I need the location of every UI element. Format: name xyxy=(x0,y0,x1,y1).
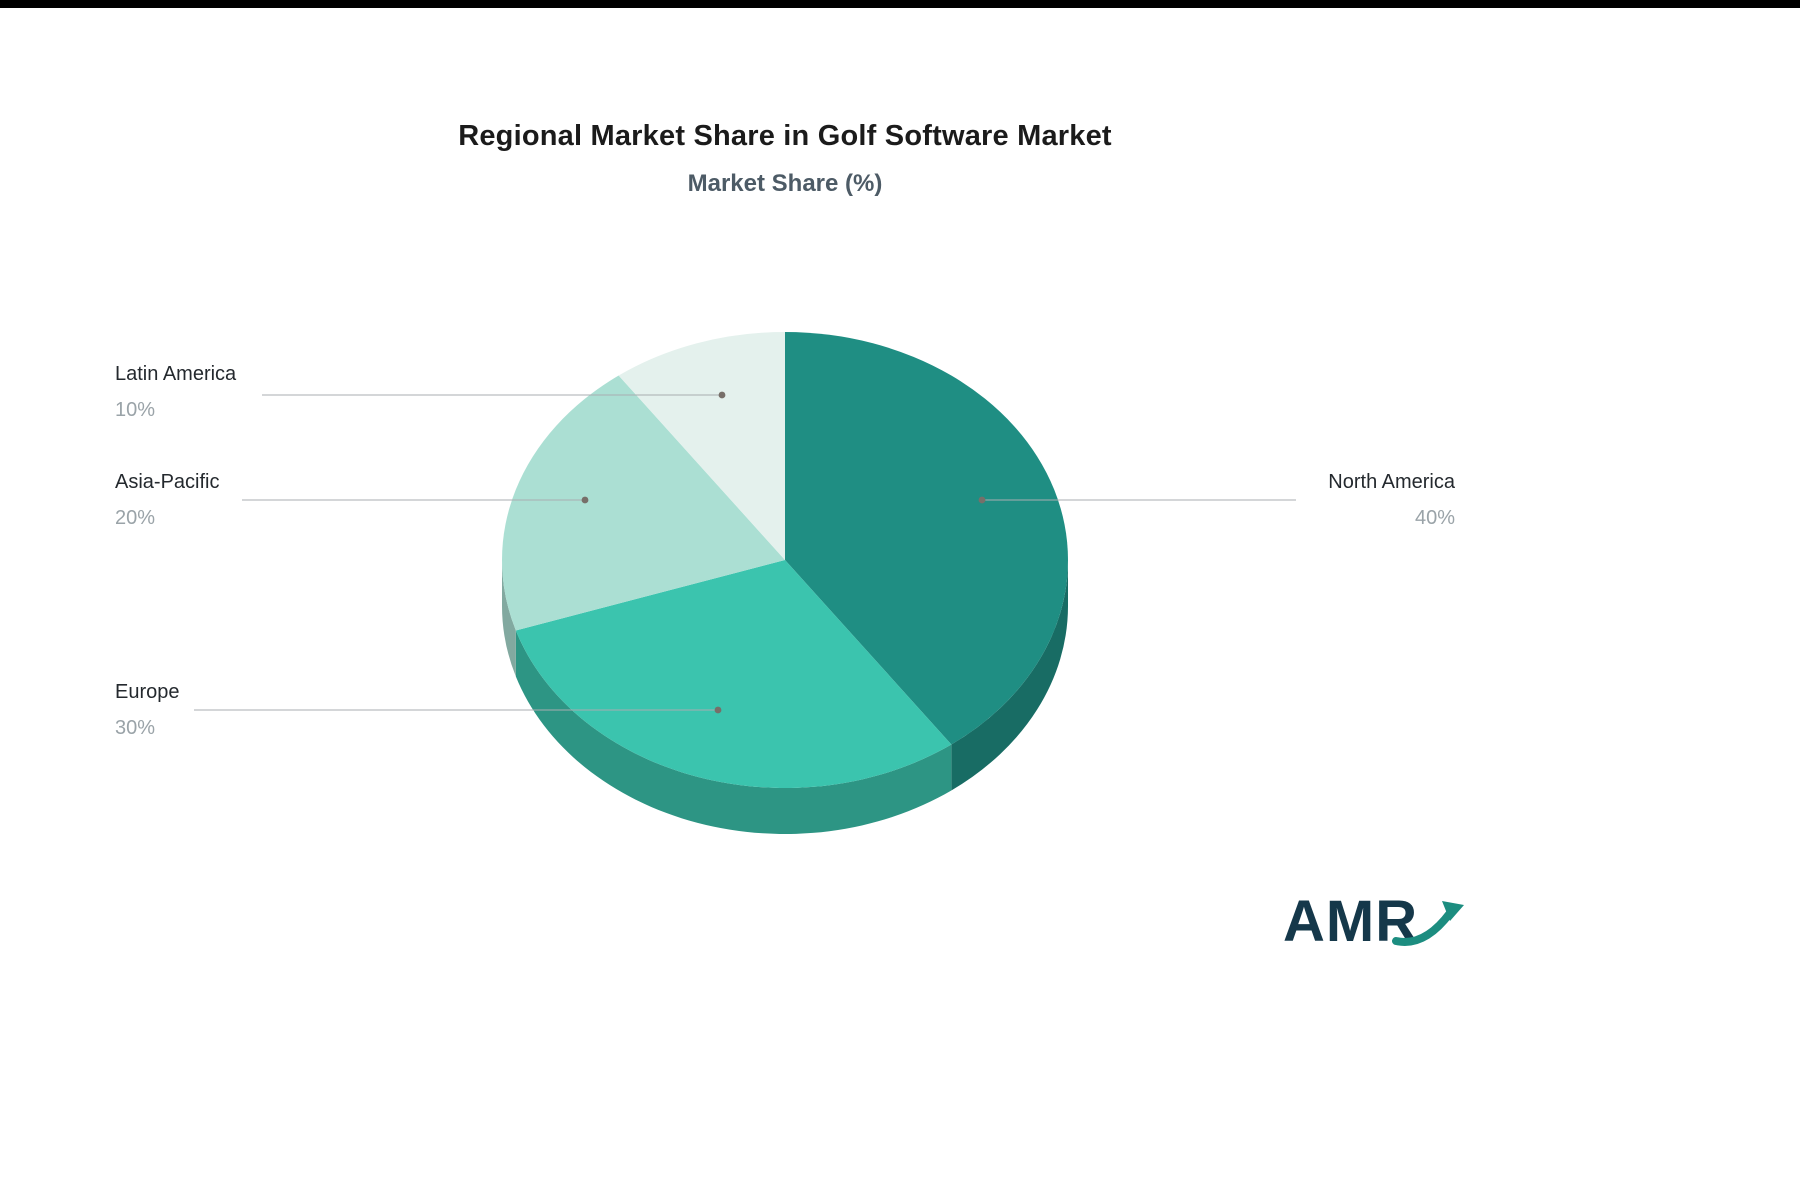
leader-dot-north-america xyxy=(978,496,986,504)
slice-label: Asia-Pacific xyxy=(115,471,220,493)
leader-dot-europe xyxy=(714,706,722,714)
amr-logo: AMR xyxy=(1283,893,1466,951)
pie-slice-side-asia-pacific xyxy=(502,560,516,677)
pie-slice-asia-pacific[interactable] xyxy=(502,375,785,631)
chart-title: Regional Market Share in Golf Software M… xyxy=(458,120,1112,152)
window-top-edge xyxy=(0,0,1800,8)
slice-label: North America xyxy=(1328,471,1455,493)
slice-value: 10% xyxy=(115,399,156,421)
slice-label-group-asia-pacific: Asia-Pacific 20% xyxy=(115,470,219,530)
slice-label: Latin America xyxy=(115,363,237,385)
pie-slice-side-europe xyxy=(515,630,952,835)
leader-dot-asia-pacific xyxy=(581,496,589,504)
slice-value: 30% xyxy=(115,717,156,739)
pie-slice-europe[interactable] xyxy=(515,560,952,788)
leader-dot-latin-america xyxy=(718,391,726,399)
amr-logo-arrow-icon xyxy=(1392,901,1465,946)
pie-slice-north-america[interactable] xyxy=(785,332,1068,745)
pie-slice-latin-america[interactable] xyxy=(618,332,785,560)
slice-label-group-latin-america: Latin America 10% xyxy=(115,362,236,422)
pie-slice-side-north-america xyxy=(951,560,1068,791)
slice-label: Europe xyxy=(115,681,180,703)
slice-value: 40% xyxy=(1414,507,1455,529)
slice-label-group-europe: Europe 30% xyxy=(115,680,180,740)
slice-label-group-north-america: North America 40% xyxy=(1328,470,1455,530)
slice-value: 20% xyxy=(115,507,156,529)
chart-subtitle: Market Share (%) xyxy=(687,170,883,197)
